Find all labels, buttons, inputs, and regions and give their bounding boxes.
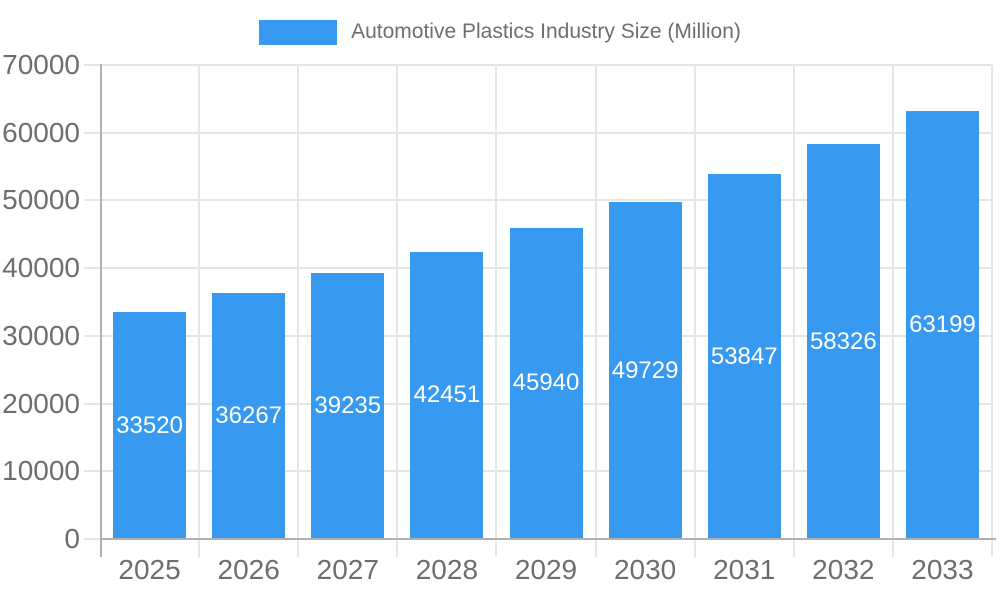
x-tick-label: 2025	[118, 554, 181, 585]
x-tick-label: 2029	[514, 554, 578, 585]
y-tick-label: 20000	[2, 387, 80, 419]
y-axis-tick	[84, 402, 100, 405]
x-axis-tick	[495, 540, 498, 557]
x-tick-label: 2032	[812, 554, 875, 585]
y-tick-label: 70000	[2, 49, 80, 80]
bar: 42451	[410, 251, 484, 539]
bar: 58326	[806, 144, 880, 539]
y-axis-tick	[84, 267, 100, 270]
bar-value-label: 42451	[413, 381, 481, 409]
bar-value-label: 45940	[512, 369, 580, 397]
bar: 39235	[311, 273, 385, 539]
legend-label: Automotive Plastics Industry Size (Milli…	[351, 20, 741, 43]
bar: 49729	[608, 202, 682, 539]
bar: 45940	[509, 227, 583, 539]
x-axis-tick	[396, 540, 399, 557]
v-gridline	[594, 65, 597, 539]
x-tick-label: 2030	[613, 554, 677, 585]
y-axis-line	[100, 64, 102, 557]
y-axis-tick	[84, 131, 100, 134]
bar-value-label: 33520	[116, 411, 183, 439]
v-gridline	[891, 65, 894, 539]
v-gridline	[792, 65, 795, 539]
bar-value-label: 49729	[611, 356, 679, 384]
bar: 53847	[707, 174, 781, 539]
h-gridline	[100, 64, 992, 66]
y-axis-tick	[84, 538, 100, 540]
bar-value-label: 36267	[215, 402, 283, 430]
x-axis-tick	[693, 540, 696, 557]
y-tick-label: 60000	[2, 116, 80, 148]
y-axis-tick	[84, 470, 100, 473]
bar-value-label: 63199	[909, 311, 976, 339]
v-gridline	[396, 65, 399, 539]
x-axis-tick	[891, 540, 894, 557]
bar: 63199	[905, 111, 979, 539]
y-tick-label: 40000	[2, 252, 80, 284]
h-gridline	[100, 131, 992, 134]
v-gridline	[693, 65, 696, 539]
x-tick-label: 2026	[217, 554, 280, 585]
bar: 36267	[212, 293, 286, 539]
x-axis-tick	[594, 540, 597, 557]
x-axis-tick	[198, 540, 201, 557]
x-tick-label: 2031	[713, 554, 776, 585]
y-tick-label: 50000	[2, 184, 80, 216]
y-axis-tick	[84, 199, 100, 202]
bar-value-label: 39235	[314, 392, 382, 420]
x-axis-tick	[297, 540, 300, 557]
v-gridline	[297, 65, 300, 539]
bar-value-label: 53847	[710, 342, 778, 370]
x-axis-tick	[792, 540, 795, 557]
v-gridline	[495, 65, 498, 539]
legend-swatch-icon	[259, 19, 338, 45]
bar: 33520	[113, 312, 187, 539]
x-axis-tick	[991, 540, 993, 557]
bar-value-label: 58326	[809, 327, 877, 355]
v-gridline	[991, 65, 993, 539]
v-gridline	[198, 65, 201, 539]
x-tick-label: 2027	[316, 554, 379, 585]
legend: Automotive Plastics Industry Size (Milli…	[0, 18, 1000, 46]
h-gridline	[100, 199, 992, 202]
y-axis-tick	[84, 334, 100, 337]
y-axis-tick	[84, 64, 100, 66]
x-tick-label: 2028	[415, 554, 479, 585]
x-tick-label: 2033	[911, 554, 974, 585]
y-tick-label: 30000	[2, 319, 80, 351]
y-tick-label: 10000	[2, 455, 80, 487]
y-tick-label: 0	[64, 523, 80, 554]
x-axis-line	[100, 538, 996, 540]
